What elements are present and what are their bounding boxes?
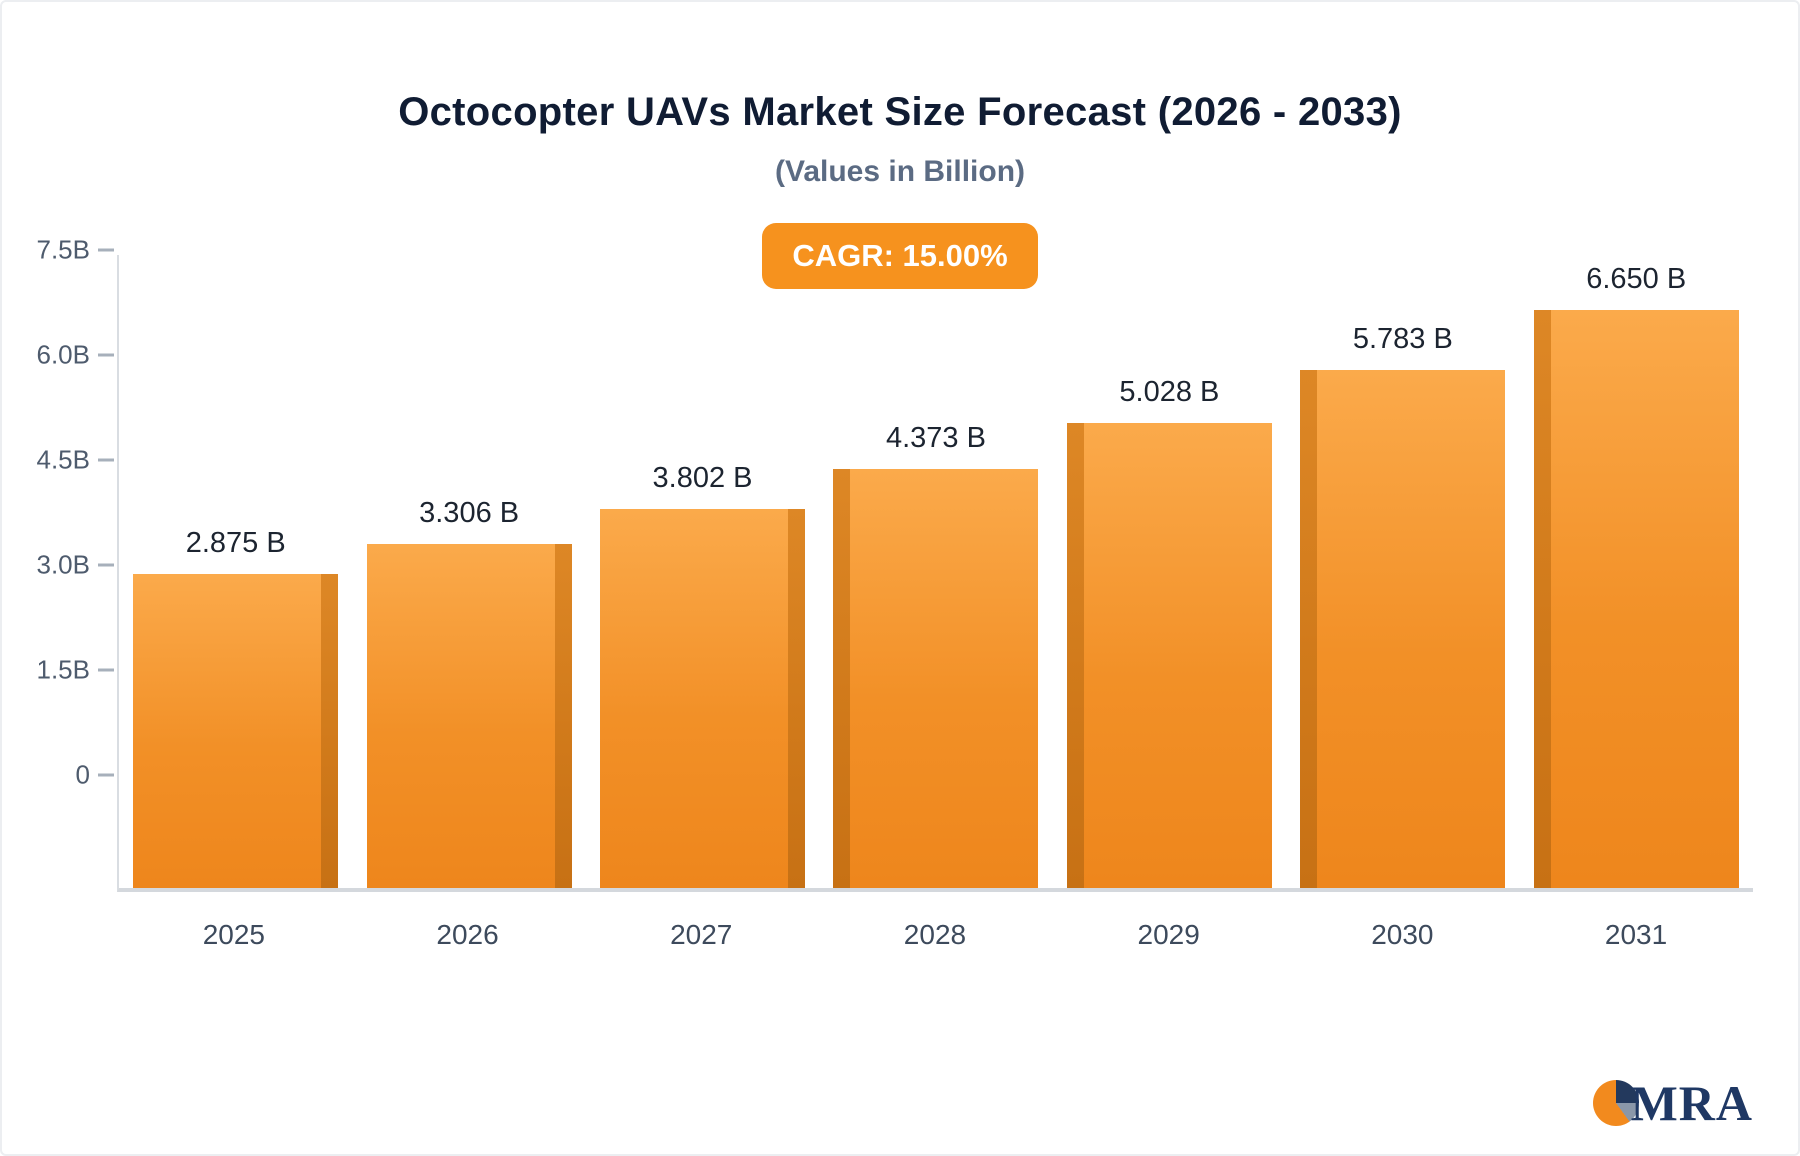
y-tick-label: 6.0B [36,339,91,370]
x-axis-label: 2027 [670,919,733,950]
cagr-badge: CAGR: 15.00% [762,223,1038,289]
y-tick: 3.0B [24,550,114,581]
y-tick-dash [98,773,114,777]
x-axis-label: 2030 [1371,919,1434,950]
y-tick-dash [98,563,114,567]
logo-text: MRA [1630,1075,1753,1131]
chart-header: Octocopter UAVs Market Size Forecast (20… [2,2,1798,189]
x-axis-label: 2025 [202,919,265,950]
bar [1300,370,1506,888]
x-axis-label: 2029 [1137,919,1200,950]
y-tick: 6.0B [24,340,114,371]
y-tick-label: 0 [75,759,90,790]
bar-column: 4.373 B [833,255,1039,889]
y-tick: 4.5B [24,445,114,476]
y-tick: 0 [24,760,114,791]
mra-logo: MRA [1592,1074,1753,1132]
bar-column: 3.802 B [600,255,806,889]
bar [1533,309,1739,888]
y-tick-dash [98,248,114,252]
y-tick-dash [98,458,114,462]
x-axis-label: 2031 [1604,919,1668,950]
bar-chart: 2.875 B 3.306 B 3.802 B 4.373 B 5.028 B 5.783… [32,235,1768,955]
bar [1066,423,1272,888]
bar [600,508,806,889]
bar [366,543,572,889]
bar-column: 6.650 B [1533,255,1739,888]
bar-value-label: 4.373 B [885,421,986,454]
bar-column: 5.783 B [1300,255,1506,888]
bar-value-label: 6.650 B [1586,262,1687,295]
y-tick-label: 7.5B [36,234,91,265]
bars-container: 2.875 B 3.306 B 3.802 B 4.373 B 5.028 B 5.783… [119,255,1753,889]
x-axis-label: 2026 [436,919,499,950]
bar-column: 2.875 B [133,255,339,889]
bar-value-label: 3.802 B [652,461,753,494]
bar-value-label: 3.306 B [419,496,520,529]
y-tick-label: 4.5B [36,444,91,475]
y-tick-label: 3.0B [36,549,91,580]
bar-column: 5.028 B [1066,255,1272,888]
x-axis-label: 2028 [903,919,967,950]
y-tick-label: 1.5B [36,654,91,685]
bar [833,468,1039,889]
y-tick: 1.5B [24,655,114,686]
bar-value-label: 5.028 B [1119,376,1220,409]
x-axis: 2025 2026 2027 2028 2029 2030 2031 [117,900,1753,955]
bar [133,573,339,889]
logo-pie-icon [1592,1080,1639,1126]
y-tick-dash [98,353,114,357]
y-tick-dash [98,668,114,672]
badge-row: CAGR: 15.00% [2,223,1798,289]
bar-value-label: 2.875 B [185,526,286,559]
bar-value-label: 5.783 B [1352,323,1453,356]
plot-area: 2.875 B 3.306 B 3.802 B 4.373 B 5.028 B 5.783… [37,235,1753,892]
bar-column: 3.306 B [366,255,572,889]
chart-subtitle: (Values in Billion) [774,155,1026,188]
chart-title: Octocopter UAVs Market Size Forecast (20… [398,90,1402,134]
y-tick: 7.5B [24,235,114,266]
